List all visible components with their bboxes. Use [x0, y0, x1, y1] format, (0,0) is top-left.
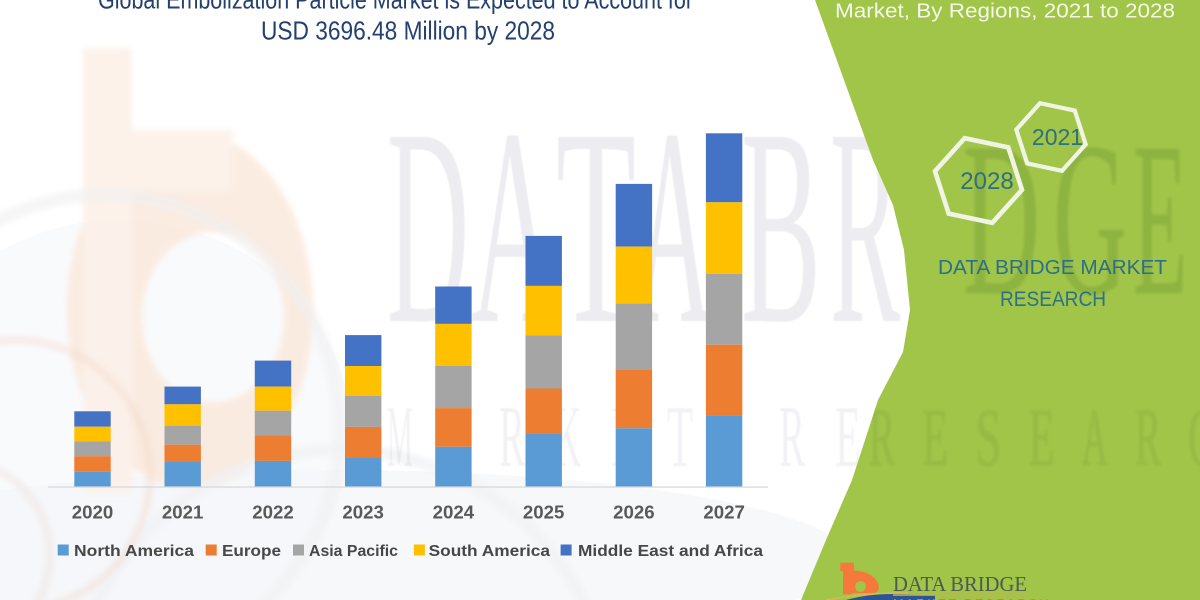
svg-text:M: M: [387, 389, 413, 486]
svg-text:2026: 2026: [613, 502, 655, 523]
svg-text:2025: 2025: [523, 502, 565, 523]
svg-text:G: G: [1053, 97, 1127, 341]
svg-text:2023: 2023: [342, 502, 384, 523]
svg-text:C: C: [1188, 391, 1200, 483]
svg-text:North America: North America: [74, 543, 194, 560]
svg-text:Global Embolization Particle M: Global Embolization Particle Market is E…: [98, 0, 693, 15]
svg-text:2020: 2020: [72, 502, 114, 523]
svg-text:Middle East and Africa: Middle East and Africa: [578, 543, 763, 560]
svg-text:2024: 2024: [433, 502, 475, 523]
svg-text:USD 3696.48 Million by 2028: USD 3696.48 Million by 2028: [261, 16, 555, 46]
svg-text:2028: 2028: [960, 168, 1013, 195]
svg-text:2027: 2027: [703, 502, 745, 523]
svg-text:DATA BRIDGE: DATA BRIDGE: [893, 572, 1027, 596]
svg-text:2022: 2022: [252, 502, 294, 523]
svg-text:MARKET RESEARCH: MARKET RESEARCH: [893, 597, 1051, 600]
svg-text:Europe: Europe: [222, 543, 281, 560]
svg-text:R: R: [499, 389, 525, 486]
svg-text:E: E: [922, 391, 948, 483]
svg-text:E: E: [1133, 97, 1187, 341]
svg-text:2021: 2021: [162, 502, 204, 523]
svg-text:South America: South America: [429, 543, 551, 560]
svg-text:S: S: [975, 391, 1001, 483]
svg-text:R: R: [779, 389, 805, 486]
svg-text:E: E: [1029, 391, 1055, 483]
svg-text:R: R: [1135, 391, 1161, 483]
svg-text:DATA BRIDGE MARKET: DATA BRIDGE MARKET: [938, 257, 1167, 279]
svg-text:A: A: [1082, 391, 1108, 483]
svg-text:T: T: [667, 389, 693, 486]
svg-text:RESEARCH: RESEARCH: [1000, 287, 1106, 311]
svg-text:Market, By Regions, 2021 to 20: Market, By Regions, 2021 to 2028: [835, 1, 1175, 23]
svg-text:B: B: [741, 71, 821, 382]
svg-text:Asia Pacific: Asia Pacific: [309, 543, 398, 560]
svg-text:2021: 2021: [1032, 124, 1083, 150]
